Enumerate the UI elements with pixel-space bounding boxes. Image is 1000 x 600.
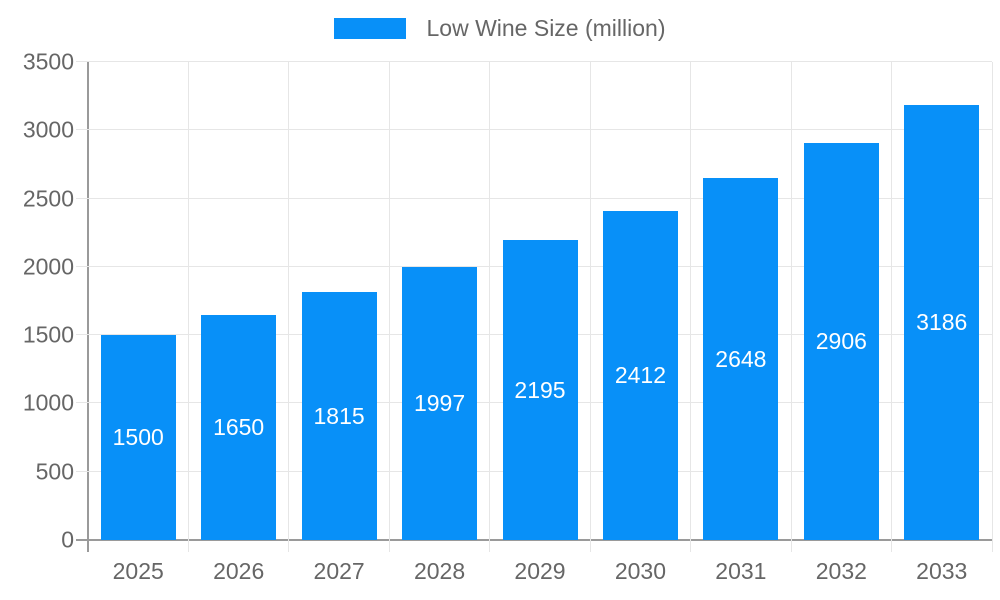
bar-2025[interactable]: 1500 — [100, 335, 176, 540]
legend-label: Low Wine Size (million) — [426, 15, 666, 41]
y-tick-label: 2500 — [22, 185, 74, 212]
bar-2027[interactable]: 1815 — [301, 292, 377, 540]
bar-value-label: 2648 — [715, 345, 767, 372]
gridline-vertical — [489, 62, 491, 552]
x-tick-label: 2027 — [313, 558, 365, 584]
gridline-vertical — [288, 62, 290, 552]
bar-value-label: 1815 — [313, 402, 365, 429]
y-tick-label: 500 — [35, 458, 74, 485]
y-tick-label: 1000 — [22, 389, 74, 416]
y-tick-label: 3500 — [22, 48, 74, 75]
gridline-vertical — [991, 62, 993, 552]
bar-value-label: 3186 — [916, 308, 968, 335]
y-axis-line — [87, 62, 89, 552]
x-tick-label: 2033 — [916, 558, 968, 584]
legend-swatch — [334, 18, 407, 40]
gridline-vertical — [891, 62, 893, 552]
gridline-vertical — [388, 62, 390, 552]
bar-value-label: 2412 — [614, 361, 667, 388]
bar-value-label: 1997 — [413, 390, 466, 417]
bar-value-label: 1500 — [112, 424, 164, 451]
plot-area: 1500 1650 1815 1997 2195 2412 2648 2906 3186 — [76, 61, 993, 552]
gridline-vertical — [790, 62, 792, 552]
legend[interactable]: Low Wine Size (million) — [0, 15, 1000, 41]
x-tick-label: 2028 — [413, 558, 466, 584]
gridline-horizontal — [76, 129, 992, 131]
gridline-horizontal — [76, 197, 992, 199]
y-tick-label: 2000 — [22, 253, 74, 280]
gridline-vertical — [690, 62, 692, 552]
x-tick-label: 2031 — [715, 558, 767, 584]
x-tick-label: 2026 — [213, 558, 265, 584]
bar-value-label: 2906 — [815, 328, 867, 355]
gridline-vertical — [589, 62, 591, 552]
gridline-horizontal — [76, 61, 992, 62]
y-tick-label: 3000 — [22, 116, 74, 143]
y-tick-label: 1500 — [22, 321, 74, 348]
x-axis-line — [76, 539, 992, 541]
bar-2029[interactable]: 2195 — [502, 240, 578, 540]
bar-value-label: 1650 — [213, 413, 265, 440]
x-tick-label: 2030 — [614, 558, 667, 584]
bar-2032[interactable]: 2906 — [803, 143, 879, 540]
bar-value-label: 2195 — [514, 376, 566, 403]
bar-2033[interactable]: 3186 — [904, 104, 980, 540]
bar-2030[interactable]: 2412 — [602, 210, 678, 540]
x-tick-label: 2025 — [112, 558, 164, 584]
bar-2028[interactable]: 1997 — [402, 267, 478, 540]
y-tick-label: 0 — [61, 526, 74, 553]
bar-2026[interactable]: 1650 — [201, 314, 277, 540]
gridline-vertical — [187, 62, 189, 552]
x-tick-label: 2029 — [514, 558, 566, 584]
x-tick-label: 2032 — [815, 558, 867, 584]
bar-2031[interactable]: 2648 — [703, 178, 779, 540]
